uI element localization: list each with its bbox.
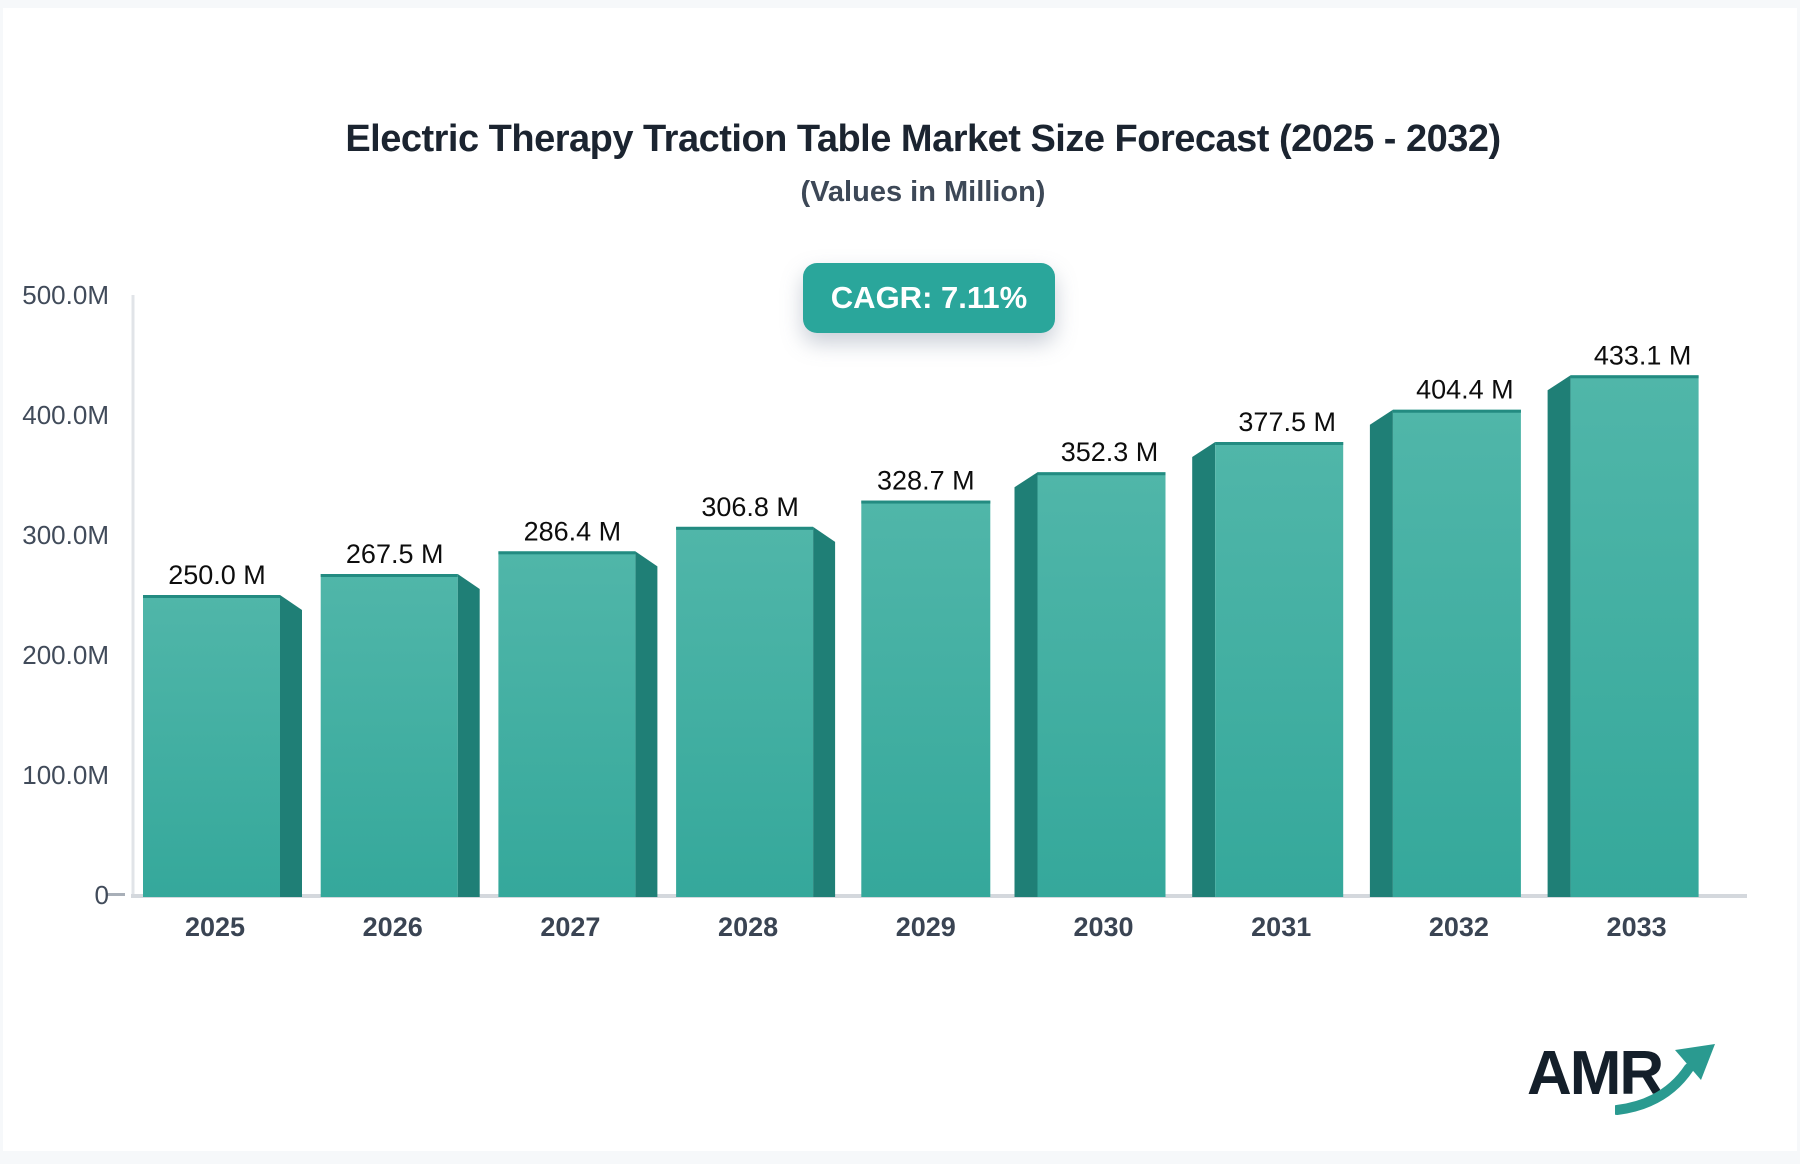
- bar-2028: [676, 526, 814, 897]
- amr-logo: AMR: [1527, 1038, 1727, 1128]
- y-tick-label: 200.0M: [22, 640, 109, 670]
- x-tick-label-2025: 2025: [185, 912, 245, 942]
- x-tick-label-2031: 2031: [1251, 912, 1311, 942]
- growth-arrow-icon: [1615, 1044, 1715, 1115]
- cagr-badge-label: CAGR: 7.11%: [830, 280, 1028, 315]
- bar-2030: [1037, 472, 1166, 897]
- y-tick-label: 300.0M: [22, 520, 109, 550]
- chart-card: Electric Therapy Traction Table Market S…: [3, 8, 1797, 1151]
- y-tick-label: 100.0M: [22, 760, 109, 790]
- bar-2031: [1215, 442, 1344, 897]
- x-tick-label-2030: 2030: [1073, 912, 1133, 942]
- bar-side-face-2033: [1547, 375, 1571, 897]
- y-axis-line: [131, 295, 135, 895]
- bar-2033: [1570, 375, 1699, 897]
- bar-top-edge-2031: [1215, 442, 1344, 445]
- bar-2027: [498, 551, 636, 897]
- bar-value-label-2032: 404.4 M: [1416, 375, 1514, 405]
- y-tick-label: 500.0M: [22, 280, 109, 310]
- bar-2029: [861, 500, 991, 897]
- bar-top-edge-2027: [498, 551, 636, 555]
- page-title: Electric Therapy Traction Table Market S…: [345, 118, 1501, 160]
- bar-value-label-2028: 306.8 M: [701, 492, 799, 522]
- bar-2026: [320, 574, 458, 897]
- bar-value-label-2025: 250.0 M: [168, 560, 266, 590]
- bar-side-face-2031: [1192, 442, 1216, 897]
- y-tick-label: 0: [95, 880, 109, 910]
- page-subtitle: (Values in Million): [800, 176, 1046, 208]
- bar-top-edge-2026: [320, 574, 458, 577]
- cagr-badge: CAGR: 7.11%: [803, 263, 1055, 333]
- bar-top-edge-2028: [676, 526, 814, 530]
- bar-side-face-2026: [457, 574, 480, 897]
- bar-side-face-2025: [280, 595, 302, 897]
- bar-side-face-2027: [635, 551, 658, 897]
- bar-value-label-2031: 377.5 M: [1238, 407, 1336, 437]
- amr-logo-text: AMR: [1527, 1039, 1664, 1108]
- bar-chart: 500.0M 400.0M 300.0M 200.0M 100.0M 0 250.0 M 20…: [22, 280, 1747, 942]
- y-tick-label: 400.0M: [22, 400, 109, 430]
- x-tick-label-2032: 2032: [1429, 912, 1489, 942]
- bar-value-label-2026: 267.5 M: [346, 539, 444, 569]
- bar-value-label-2029: 328.7 M: [877, 466, 975, 496]
- bar-side-face-2028: [813, 526, 836, 897]
- zero-tick-mark: [107, 893, 125, 896]
- bar-value-label-2033: 433.1 M: [1594, 340, 1692, 370]
- bar-top-edge-2025: [143, 595, 280, 598]
- bar-top-edge-2032: [1392, 409, 1521, 413]
- x-tick-label-2028: 2028: [718, 912, 778, 942]
- bar-value-label-2027: 286.4 M: [524, 516, 622, 546]
- bar-top-edge-2030: [1037, 472, 1166, 476]
- bar-2032: [1392, 409, 1521, 897]
- bar-top-edge-2033: [1570, 375, 1699, 379]
- bar-side-face-2030: [1014, 472, 1038, 897]
- x-tick-label-2026: 2026: [363, 912, 423, 942]
- bar-top-edge-2029: [861, 500, 991, 504]
- bar-value-label-2030: 352.3 M: [1061, 437, 1159, 467]
- bar-side-face-2032: [1369, 409, 1393, 897]
- x-tick-label-2033: 2033: [1607, 912, 1667, 942]
- x-tick-label-2027: 2027: [540, 912, 600, 942]
- bar-2025: [143, 595, 280, 897]
- x-tick-label-2029: 2029: [896, 912, 956, 942]
